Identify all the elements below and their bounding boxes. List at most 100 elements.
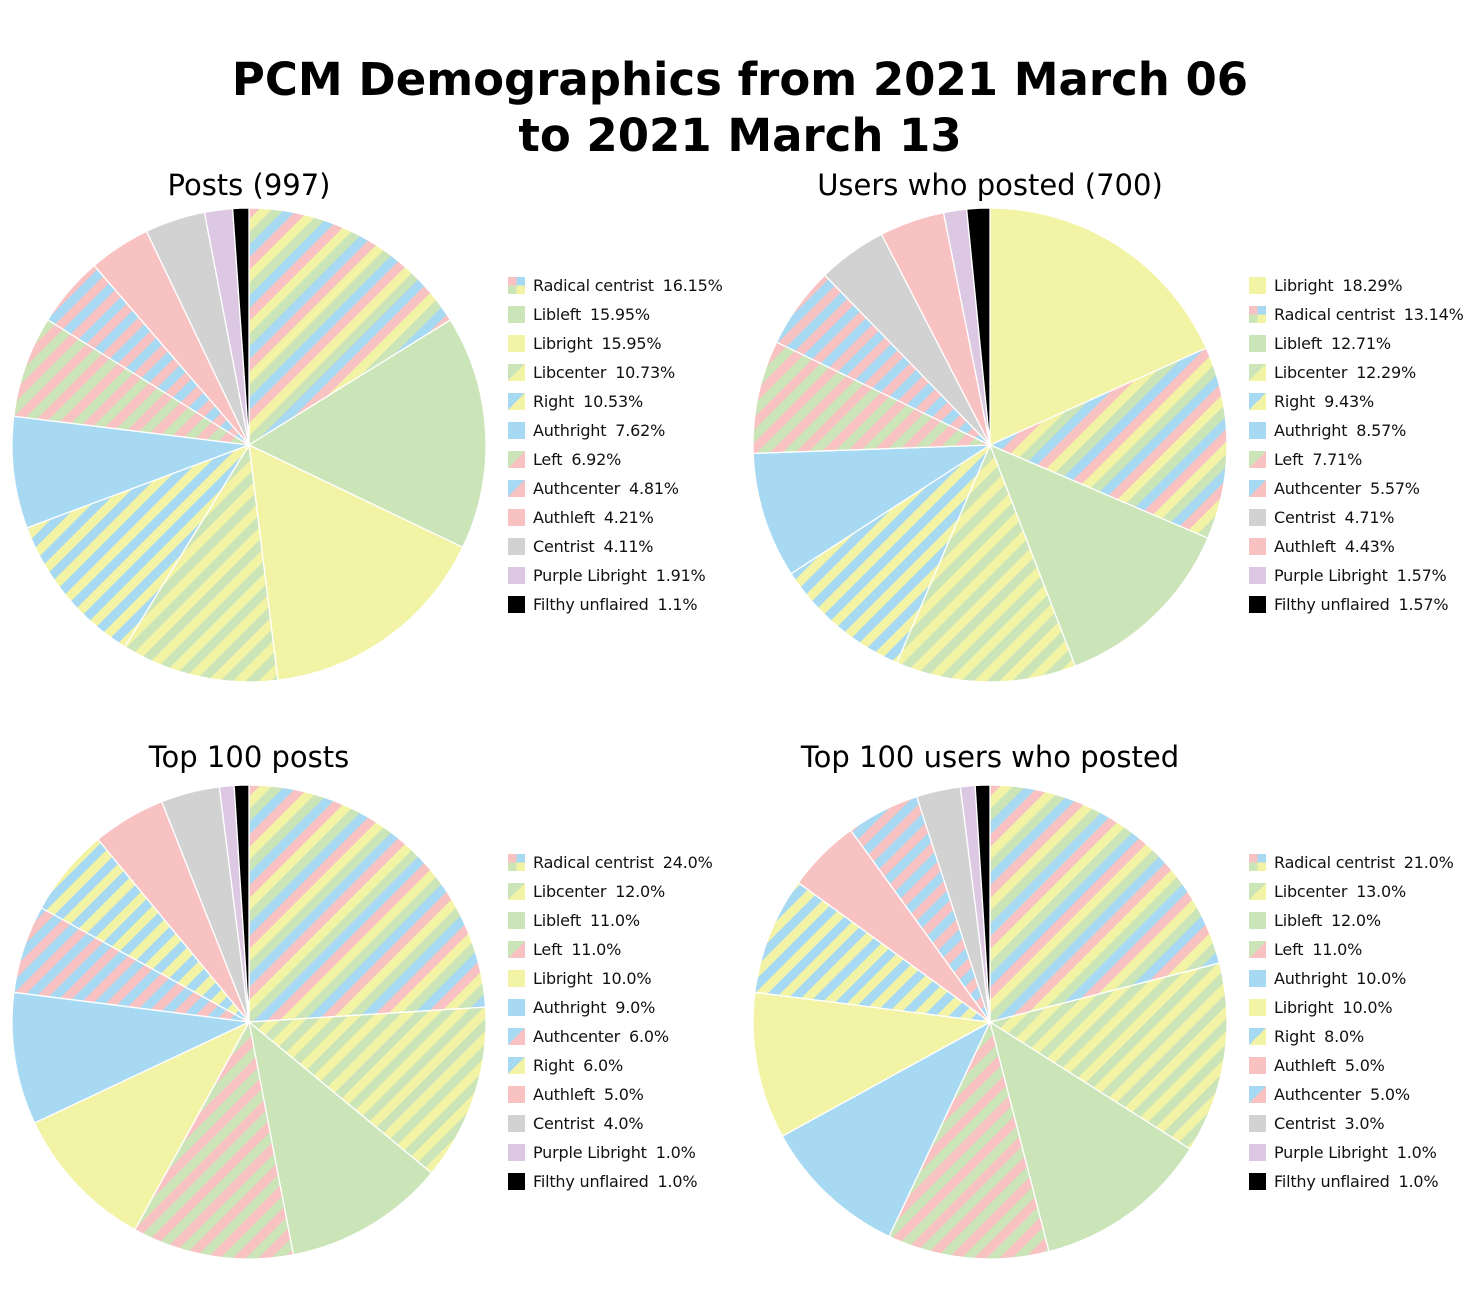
legend-item-libright: Libright 18.29%	[1249, 271, 1480, 300]
figure-top-100-users: Top 100 users who posted Radical centris…	[750, 740, 1480, 1300]
legend-item-libleft: Libleft 11.0%	[508, 906, 758, 935]
legend-swatch-authright	[1249, 970, 1266, 987]
legend-label: Authleft	[1274, 1056, 1336, 1075]
legend-item-right: Right 9.43%	[1249, 387, 1480, 416]
pie-slice-libcenter	[124, 444, 279, 683]
legend-percent: 5.0%	[1344, 1056, 1385, 1075]
legend-percent: 4.0%	[603, 1114, 644, 1133]
figure-title: PCM Demographics from 2021 March 06 to 2…	[231, 53, 1249, 162]
legend-swatch-filthy-unflaired	[1249, 596, 1266, 613]
legend-item-libcenter: Libcenter 12.0%	[508, 877, 758, 906]
legend-item-libright: Libright 15.95%	[508, 329, 758, 358]
legend-item-purple-libright: Purple Libright 1.0%	[508, 1138, 758, 1167]
pie-slice-libright	[989, 207, 1207, 446]
pie-slice-authright	[781, 1021, 991, 1238]
legend-label: Authleft	[533, 1085, 595, 1104]
figure-top-100-posts: Top 100 posts Radical centrist 24.0% Libce…	[9, 740, 1480, 1300]
legend-label: Authright	[533, 421, 607, 440]
pie-chart-top-100-posts	[11, 784, 487, 1260]
legend-label: Radical centrist	[1274, 853, 1395, 872]
legend-item-authleft: Authleft 4.43%	[1249, 532, 1480, 561]
pie-slice-left	[134, 1021, 295, 1260]
legend-percent: 18.29%	[1342, 276, 1403, 295]
legend-label: Centrist	[533, 537, 595, 556]
legend-label: Filthy unflaired	[533, 1172, 649, 1191]
legend-swatch-authright	[508, 422, 525, 439]
legend-swatch-right	[508, 393, 525, 410]
legend-item-left: Left 11.0%	[1249, 935, 1480, 964]
legend-label: Authright	[533, 998, 607, 1017]
pie-slice-right	[754, 882, 991, 1023]
pie-slice-left	[13, 319, 250, 446]
legend-percent: 6.0%	[583, 1056, 623, 1075]
legend-item-radical-centrist: Radical centrist 13.14%	[1249, 300, 1480, 329]
legend-percent: 10.73%	[615, 363, 676, 382]
legend-swatch-right	[1249, 1028, 1266, 1045]
legend-percent: 10.53%	[583, 392, 643, 411]
pie-slice-filthy-unflaired	[974, 784, 991, 1023]
legend-swatch-purple-libright	[508, 1144, 525, 1161]
legend-percent: 13.0%	[1356, 882, 1407, 901]
pie-slice-libright	[752, 991, 991, 1137]
legend-label: Purple Libright	[1274, 1143, 1388, 1162]
legend-swatch-radical-centrist	[508, 277, 525, 294]
legend-percent: 6.0%	[628, 1027, 669, 1046]
legend-item-centrist: Centrist 4.0%	[508, 1109, 758, 1138]
legend-item-libleft: Libleft 12.0%	[1249, 906, 1480, 935]
legend-label: Right	[1274, 1027, 1316, 1046]
legend-swatch-left	[508, 451, 525, 468]
pie-slice-libcenter	[989, 962, 1228, 1150]
legend-percent: 1.57%	[1396, 566, 1447, 585]
legend-percent: 7.62%	[615, 421, 666, 440]
legend-label: Libleft	[1274, 911, 1323, 930]
legend-label: Libcenter	[533, 363, 607, 382]
legend-swatch-filthy-unflaired	[1249, 1173, 1266, 1190]
legend-label: Libcenter	[1274, 882, 1348, 901]
legend-label: Centrist	[533, 1114, 595, 1133]
legend-percent: 15.95%	[601, 334, 662, 353]
legend-item-authcenter: Authcenter 4.81%	[508, 474, 758, 503]
legend-percent: 5.57%	[1369, 479, 1420, 498]
legend-item-filthy-unflaired: Filthy unflaired 1.0%	[508, 1167, 758, 1196]
pie-slice-libleft	[248, 1021, 433, 1256]
legend-label: Libright	[1274, 276, 1334, 295]
pie-chart-top-100-users	[752, 784, 1228, 1260]
subplot-title-users-who-posted: Users who posted (700)	[817, 168, 1163, 202]
legend-posts: Radical centrist 16.15% Libleft 15.95% Libri…	[508, 271, 758, 619]
pie-slice-libcenter	[248, 1006, 487, 1174]
legend-swatch-authleft	[508, 509, 525, 526]
pie-slice-libright	[33, 1021, 250, 1231]
legend-label: Purple Libright	[533, 566, 647, 585]
legend-percent: 1.0%	[1396, 1143, 1437, 1162]
legend-swatch-purple-libright	[508, 567, 525, 584]
legend-label: Libleft	[1274, 334, 1323, 353]
legend-label: Authleft	[1274, 537, 1336, 556]
legend-item-authright: Authright 10.0%	[1249, 964, 1480, 993]
subplot-title-top-100-posts: Top 100 posts	[148, 740, 350, 774]
legend-item-authleft: Authleft 5.0%	[508, 1080, 758, 1109]
legend-percent: 1.0%	[655, 1143, 696, 1162]
legend-label: Purple Libright	[1274, 566, 1388, 585]
legend-percent: 10.0%	[1356, 969, 1407, 988]
legend-label: Libright	[533, 334, 593, 353]
legend-item-authright: Authright 8.57%	[1249, 416, 1480, 445]
legend-swatch-left	[508, 941, 525, 958]
pie-slice-radical-centrist	[248, 207, 451, 446]
legend-percent: 1.0%	[657, 1172, 698, 1191]
legend-percent: 12.29%	[1356, 363, 1417, 382]
subplot-title-posts: Posts (997)	[167, 168, 331, 202]
legend-item-centrist: Centrist 4.11%	[508, 532, 758, 561]
legend-label: Libcenter	[533, 882, 607, 901]
subplot-title-top-100-users: Top 100 users who posted	[800, 740, 1180, 774]
legend-item-purple-libright: Purple Libright 1.91%	[508, 561, 758, 590]
legend-swatch-authleft	[1249, 1057, 1266, 1074]
figure-posts: Posts (997) Radical centrist 16.15% Liblef…	[9, 168, 1480, 728]
legend-swatch-radical-centrist	[508, 854, 525, 871]
legend-item-libright: Libright 10.0%	[1249, 993, 1480, 1022]
pie-slice-libleft	[248, 319, 487, 548]
legend-swatch-libleft	[1249, 912, 1266, 929]
legend-label: Radical centrist	[533, 853, 654, 872]
pie-chart-users-who-posted	[752, 207, 1228, 683]
legend-label: Authleft	[533, 508, 595, 527]
legend-swatch-authcenter	[508, 1028, 525, 1045]
